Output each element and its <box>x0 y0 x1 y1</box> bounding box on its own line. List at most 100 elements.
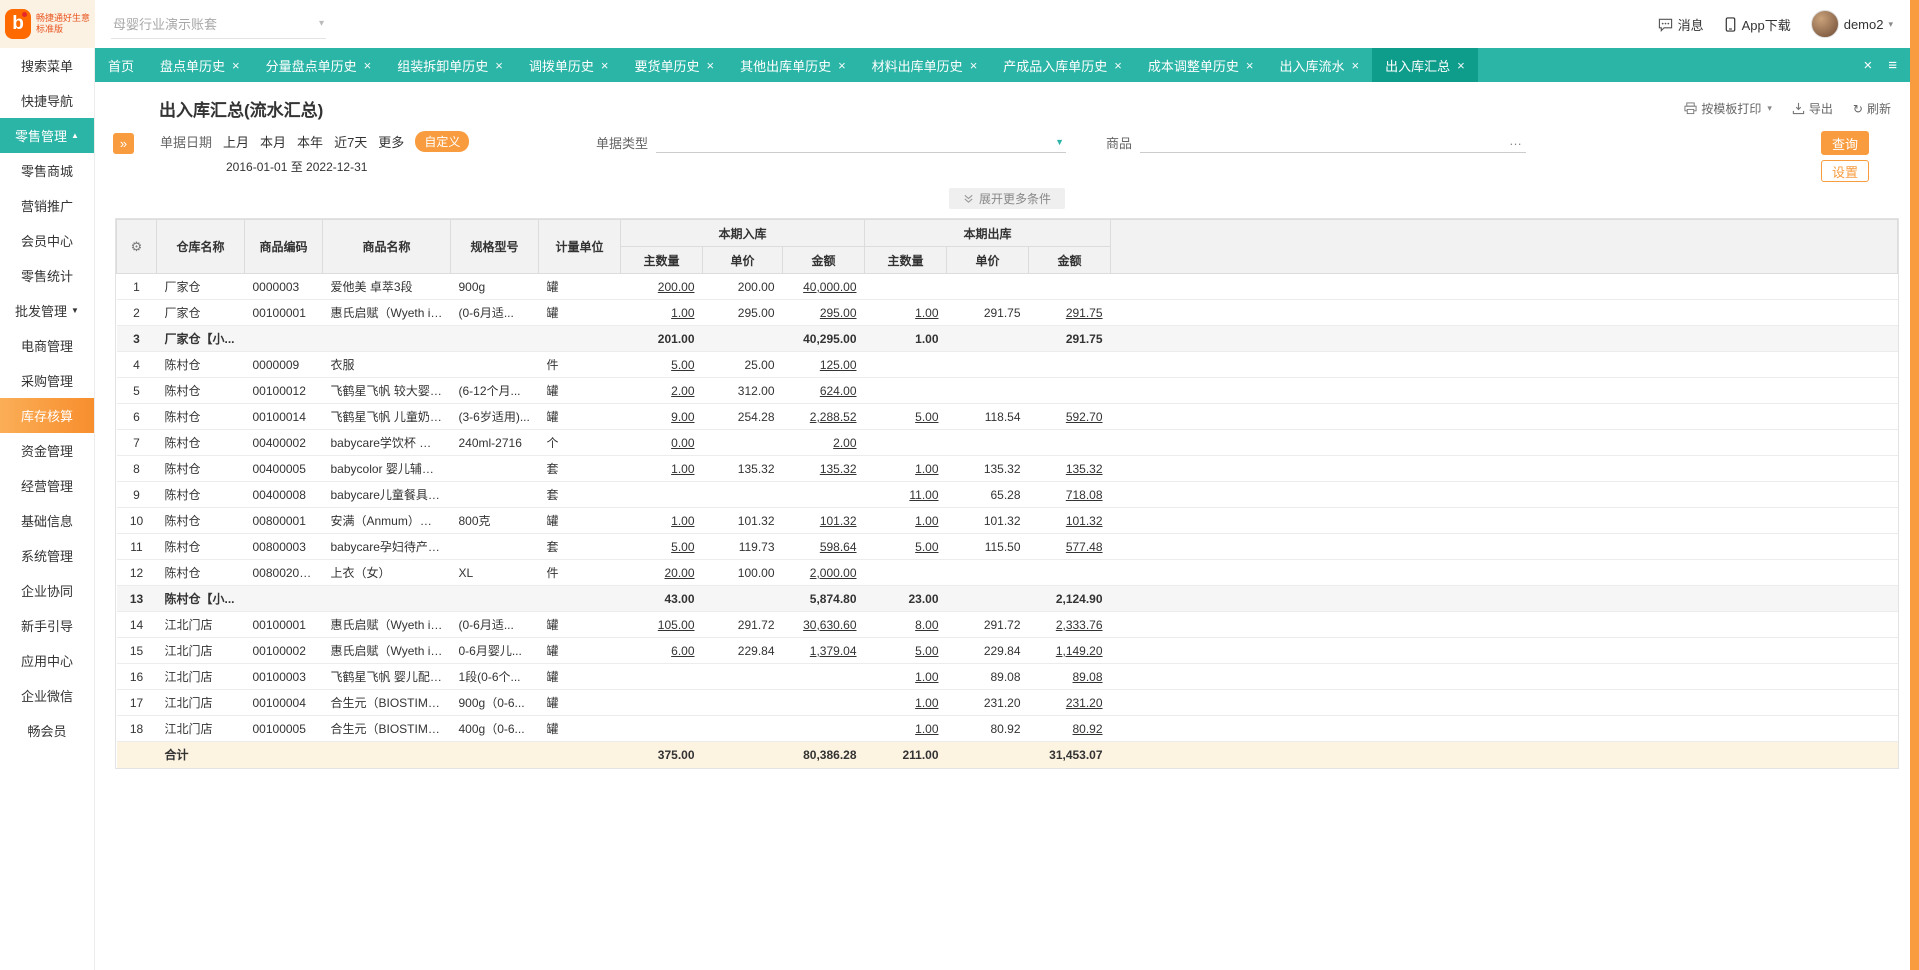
cell-link[interactable]: 105.00 <box>657 617 695 632</box>
sidebar-item[interactable]: 会员中心 <box>0 223 94 258</box>
cell-link[interactable]: 1.00 <box>915 669 939 684</box>
app-download-button[interactable]: App下载 <box>1724 15 1791 34</box>
cell-link[interactable]: 1.00 <box>915 461 939 476</box>
cell-link[interactable]: 624.00 <box>819 383 857 398</box>
tab[interactable]: 组装拆卸单历史 × <box>384 48 516 82</box>
tab-menu-icon[interactable]: ≡ <box>1888 56 1897 74</box>
sidebar-item[interactable]: 采购管理 <box>0 363 94 398</box>
tab-close-icon[interactable]: × <box>1114 57 1122 73</box>
header-out-price[interactable]: 单价 <box>946 246 1030 274</box>
cell-link[interactable]: 2.00 <box>671 383 695 398</box>
table-row[interactable]: 18 江北门店 00100005 合生元（BIOSTIME） ... 400g（0-6.… <box>116 715 1898 742</box>
header-in-price[interactable]: 单价 <box>702 246 783 274</box>
tab[interactable]: 其他出库单历史 × <box>727 48 859 82</box>
tab-close-icon[interactable]: × <box>969 57 978 73</box>
cell-link[interactable]: 20.00 <box>664 565 695 580</box>
column-settings-button[interactable]: ⚙ <box>116 219 157 274</box>
cell-link[interactable]: 200.00 <box>657 279 695 294</box>
table-row[interactable]: 14 江北门店 00100001 惠氏启赋（Wyeth illu... (0-6月适..… <box>116 611 1898 638</box>
cell-link[interactable]: 1.00 <box>671 305 695 320</box>
date-option[interactable]: 上月 <box>223 135 250 150</box>
cell-link[interactable]: 1.00 <box>915 513 939 528</box>
cell-link[interactable]: 1.00 <box>671 513 695 528</box>
table-row[interactable]: 11 陈村仓 00800003 babycare孕妇待产包 ... 套 5.00 119.7… <box>116 533 1898 560</box>
tab[interactable]: 调拨单历史 × <box>516 48 622 82</box>
header-spec[interactable]: 规格型号 <box>450 219 539 274</box>
sidebar-item[interactable]: 系统管理 <box>0 538 94 573</box>
cell-link[interactable]: 5.00 <box>671 539 695 554</box>
account-select[interactable]: 母婴行业演示账套 ▾ <box>111 9 326 39</box>
header-name[interactable]: 商品名称 <box>322 219 451 274</box>
tab-close-icon[interactable]: × <box>706 57 715 73</box>
cell-link[interactable]: 1.00 <box>915 695 939 710</box>
logo[interactable]: b 畅捷通好生意 标准版 <box>0 0 95 48</box>
sidebar-item[interactable]: 畅会员 <box>0 713 94 748</box>
sidebar-item[interactable]: 企业协同 <box>0 573 94 608</box>
cell-link[interactable]: 5.00 <box>915 409 939 424</box>
expand-more-pill[interactable]: 展开更多条件 <box>948 187 1065 209</box>
cell-link[interactable]: 231.20 <box>1065 695 1103 710</box>
header-code[interactable]: 商品编码 <box>244 219 323 274</box>
cell-link[interactable]: 291.75 <box>1065 305 1103 320</box>
cell-link[interactable]: 6.00 <box>671 643 695 658</box>
cell-link[interactable]: 5.00 <box>915 539 939 554</box>
product-input[interactable]: … <box>1140 133 1526 153</box>
cell-link[interactable]: 2.00 <box>833 435 857 450</box>
sidebar-item[interactable]: 资金管理 <box>0 433 94 468</box>
tab-close-icon[interactable]: × <box>1457 57 1465 73</box>
messages-button[interactable]: 消息 <box>1658 15 1704 34</box>
cell-link[interactable]: 0.00 <box>671 435 695 450</box>
header-out-qty[interactable]: 主数量 <box>864 246 948 274</box>
cell-link[interactable]: 40,000.00 <box>803 279 857 294</box>
cell-link[interactable]: 8.00 <box>915 617 939 632</box>
cell-link[interactable]: 598.64 <box>819 539 857 554</box>
cell-link[interactable]: 101.32 <box>1065 513 1103 528</box>
refresh-button[interactable]: ↻ 刷新 <box>1853 100 1891 117</box>
cell-link[interactable]: 718.08 <box>1065 487 1103 502</box>
settings-button[interactable]: 设置 <box>1821 160 1869 182</box>
tab[interactable]: 要货单历史 × <box>621 48 727 82</box>
tab[interactable]: 盘点单历史 × <box>147 48 253 82</box>
cell-link[interactable]: 11.00 <box>909 487 939 502</box>
tab-close-icon[interactable]: × <box>232 57 240 73</box>
cell-link[interactable]: 592.70 <box>1065 409 1103 424</box>
sidebar-item[interactable]: 企业微信 <box>0 678 94 713</box>
tab[interactable]: 产成品入库单历史 × <box>990 48 1135 82</box>
sidebar-item[interactable]: 营销推广 <box>0 188 94 223</box>
cell-link[interactable]: 125.00 <box>819 357 857 372</box>
tab[interactable]: 出入库汇总 × <box>1372 48 1478 82</box>
sidebar-item[interactable]: 零售统计 <box>0 258 94 293</box>
sidebar-item[interactable]: 电商管理 <box>0 328 94 363</box>
cell-link[interactable]: 80.92 <box>1072 721 1103 736</box>
sidebar-item[interactable]: 快捷导航 <box>0 83 94 118</box>
doc-type-input[interactable]: ▼ <box>656 133 1066 153</box>
tab-close-icon[interactable]: × <box>1351 57 1360 73</box>
tab[interactable]: 首页 <box>95 48 147 82</box>
date-option[interactable]: 更多 <box>378 135 405 150</box>
cell-link[interactable]: 295.00 <box>819 305 857 320</box>
sidebar-item[interactable]: 应用中心 <box>0 643 94 678</box>
date-option[interactable]: 近7天 <box>334 135 368 150</box>
tab[interactable]: 材料出库单历史 × <box>859 48 991 82</box>
table-row[interactable]: 13 陈村仓【小... 43.00 5,874.80 23.00 2,124.90 <box>116 585 1898 612</box>
header-warehouse[interactable]: 仓库名称 <box>156 219 245 274</box>
tab[interactable]: 分量盘点单历史 × <box>253 48 385 82</box>
custom-date-badge[interactable]: 自定义 <box>415 131 470 152</box>
header-out-amount[interactable]: 金额 <box>1028 246 1112 274</box>
date-option[interactable]: 本月 <box>260 135 287 150</box>
cell-link[interactable]: 9.00 <box>671 409 695 424</box>
collapse-filter-button[interactable]: » <box>113 133 134 154</box>
expand-more-bar[interactable]: 展开更多条件 <box>95 187 1919 209</box>
right-scrollbar[interactable] <box>1910 0 1919 970</box>
table-row[interactable]: 8 陈村仓 00400005 babycolor 婴儿辅食机 ... 套 1.00 135.… <box>116 455 1898 482</box>
cell-link[interactable]: 5.00 <box>915 643 939 658</box>
search-button[interactable]: 查询 <box>1821 131 1869 155</box>
cell-link[interactable]: 1.00 <box>915 305 939 320</box>
table-row[interactable]: 4 陈村仓 0000009 衣服 件 5.00 25.00 125.00 <box>116 351 1898 378</box>
tab-close-icon[interactable]: × <box>363 57 372 73</box>
cell-link[interactable]: 577.48 <box>1065 539 1103 554</box>
tab-close-icon[interactable]: × <box>1245 57 1254 73</box>
table-row[interactable]: 6 陈村仓 00100014 飞鹤星飞帆 儿童奶粉 4... (3-6岁适用)... 罐 9… <box>116 403 1898 430</box>
